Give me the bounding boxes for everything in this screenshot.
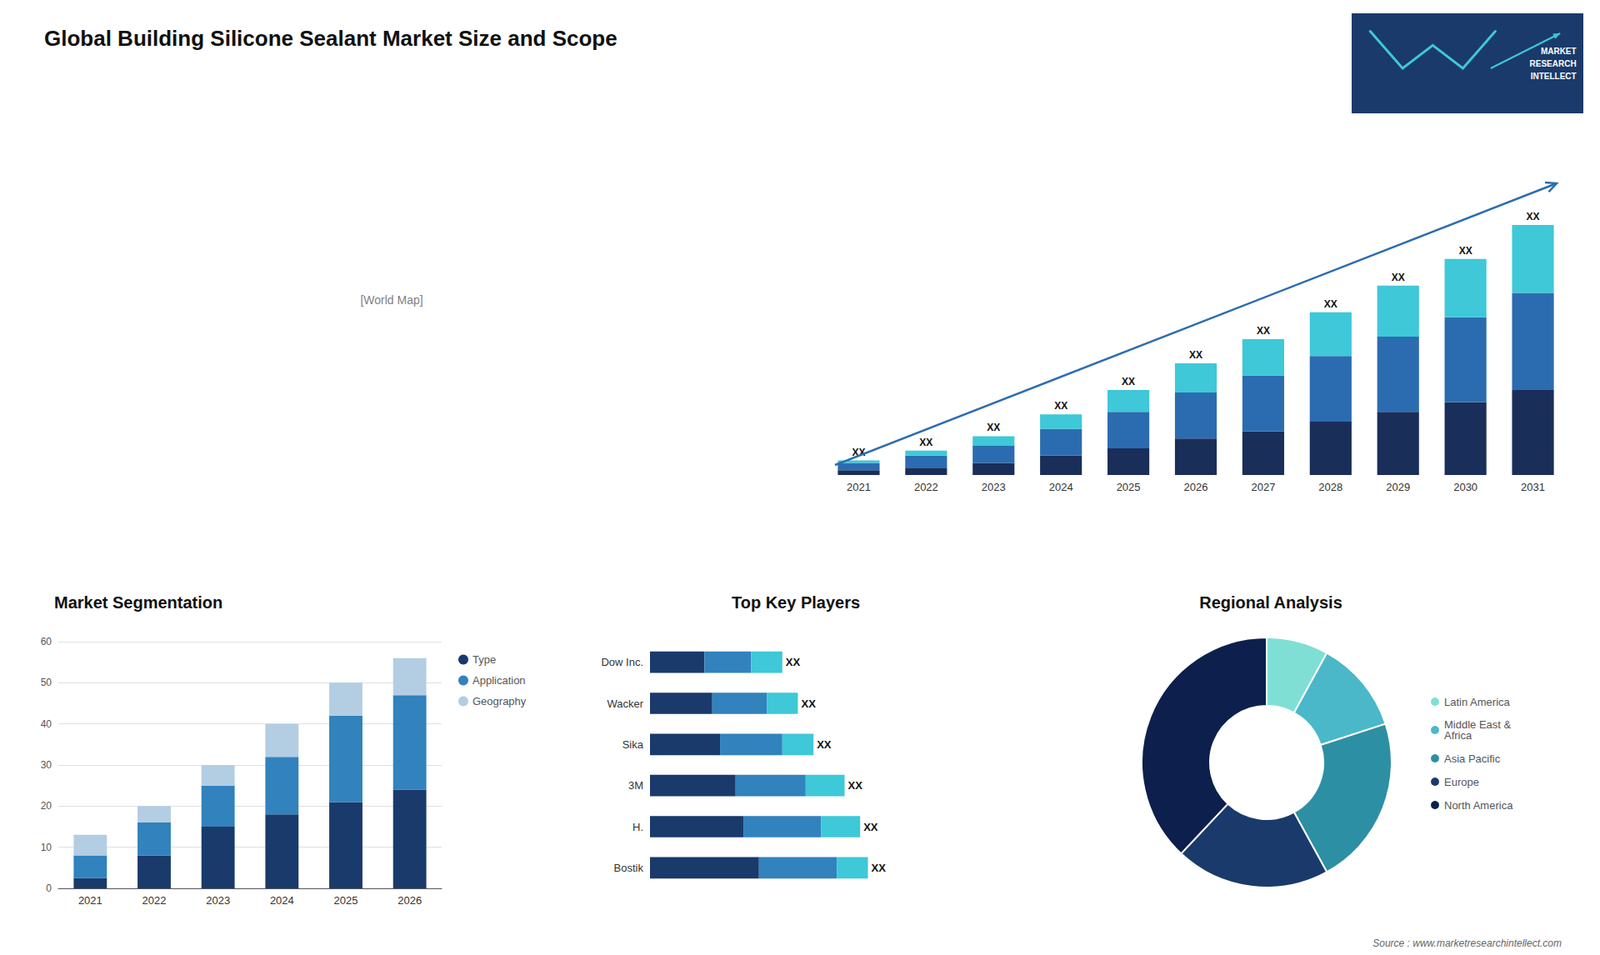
svg-text:2028: 2028 <box>1318 480 1343 494</box>
svg-text:XX: XX <box>1054 400 1068 412</box>
svg-text:XX: XX <box>816 738 832 751</box>
svg-text:XX: XX <box>919 436 933 449</box>
svg-text:2024: 2024 <box>1049 480 1074 494</box>
svg-text:Bostik: Bostik <box>614 861 645 875</box>
svg-text:50: 50 <box>40 676 53 689</box>
svg-text:Wacker: Wacker <box>606 697 644 710</box>
svg-text:H.: H. <box>632 820 644 834</box>
svg-text:Europe: Europe <box>1444 775 1480 789</box>
svg-text:2021: 2021 <box>78 894 103 907</box>
svg-text:2025: 2025 <box>1116 480 1141 494</box>
svg-text:XX: XX <box>871 861 887 875</box>
svg-text:Type: Type <box>472 653 496 666</box>
svg-text:2022: 2022 <box>914 480 939 494</box>
svg-text:Market Segmentation: Market Segmentation <box>54 593 223 612</box>
svg-text:10: 10 <box>40 841 53 854</box>
svg-text:Asia Pacific: Asia Pacific <box>1444 752 1501 765</box>
svg-text:Application: Application <box>472 674 526 687</box>
svg-text:XX: XX <box>986 421 1000 434</box>
svg-text:XX: XX <box>863 820 879 834</box>
svg-text:XX: XX <box>1391 271 1405 284</box>
svg-text:XX: XX <box>1526 210 1540 223</box>
svg-text:Middle East &: Middle East & <box>1444 718 1511 731</box>
svg-text:3M: 3M <box>628 779 644 792</box>
svg-text:2027: 2027 <box>1250 480 1275 494</box>
svg-text:2025: 2025 <box>334 894 359 907</box>
svg-text:2030: 2030 <box>1453 480 1478 494</box>
svg-text:2024: 2024 <box>270 894 295 907</box>
svg-text:2023: 2023 <box>205 894 230 907</box>
svg-text:Source : www.marketresearchint: Source : www.marketresearchintellect.com <box>1372 937 1562 950</box>
svg-text:XX: XX <box>785 655 801 669</box>
svg-text:XX: XX <box>800 697 816 710</box>
svg-text:INTELLECT: INTELLECT <box>1530 71 1577 81</box>
svg-text:2029: 2029 <box>1385 480 1410 494</box>
svg-text:0: 0 <box>45 882 52 895</box>
svg-text:30: 30 <box>40 759 53 771</box>
svg-text:MARKET: MARKET <box>1540 46 1577 56</box>
svg-text:2031: 2031 <box>1520 480 1545 494</box>
svg-text:2022: 2022 <box>142 894 167 907</box>
svg-text:Global Building Silicone Seala: Global Building Silicone Sealant Market … <box>44 25 618 51</box>
svg-text:XX: XX <box>852 446 866 458</box>
svg-text:60: 60 <box>40 635 53 648</box>
svg-text:RESEARCH: RESEARCH <box>1530 59 1577 69</box>
svg-text:Top Key Players: Top Key Players <box>731 593 860 612</box>
svg-text:Sika: Sika <box>622 738 645 751</box>
svg-text:XX: XX <box>1459 245 1473 257</box>
svg-text:20: 20 <box>40 800 53 812</box>
svg-text:XX: XX <box>1121 375 1135 388</box>
svg-text:Africa: Africa <box>1444 729 1473 742</box>
svg-text:2021: 2021 <box>846 480 871 494</box>
svg-text:XX: XX <box>1189 349 1203 361</box>
svg-text:XX: XX <box>848 779 864 792</box>
svg-text:XX: XX <box>1256 325 1270 337</box>
svg-text:Dow Inc.: Dow Inc. <box>600 655 644 669</box>
svg-text:North America: North America <box>1444 799 1514 812</box>
svg-text:Geography: Geography <box>472 695 527 708</box>
svg-text:40: 40 <box>40 718 53 730</box>
svg-text:XX: XX <box>1324 298 1338 310</box>
svg-text:[World Map]: [World Map] <box>360 293 423 307</box>
svg-text:2023: 2023 <box>981 480 1006 494</box>
svg-text:Regional Analysis: Regional Analysis <box>1199 593 1343 612</box>
svg-text:2026: 2026 <box>1184 480 1209 494</box>
svg-text:Latin America: Latin America <box>1444 695 1511 709</box>
svg-text:2026: 2026 <box>397 894 422 907</box>
